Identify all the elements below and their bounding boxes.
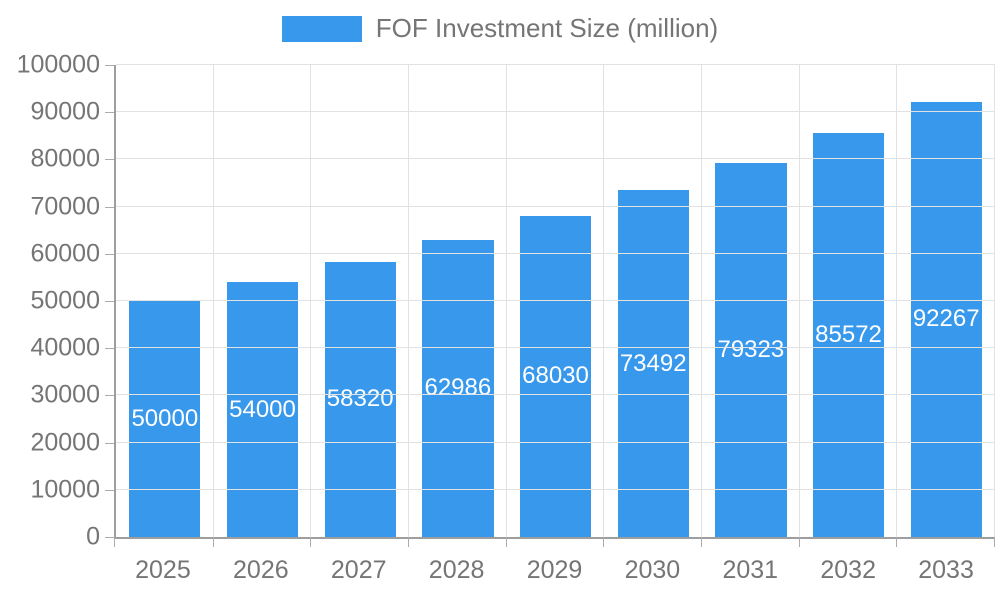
y-axis-tick [105, 348, 114, 350]
y-gridline [116, 64, 995, 65]
bar-2031[interactable]: 79323 [715, 162, 787, 537]
y-axis-label: 70000 [30, 192, 100, 221]
y-axis-tick [105, 301, 114, 302]
x-gridline [407, 65, 409, 537]
y-axis-tick [105, 395, 114, 397]
bar-2025[interactable]: 50000 [129, 301, 201, 537]
y-axis: 0 10000 20000 30000 40000 50000 60000 70000 8000… [0, 52, 100, 549]
x-axis-tick [212, 537, 214, 547]
y-gridline [116, 488, 995, 490]
bar-2030[interactable]: 73492 [617, 190, 689, 537]
bar-value-label: 79323 [717, 335, 785, 363]
y-axis-label: 20000 [30, 428, 100, 457]
y-axis-label: 90000 [30, 97, 100, 126]
y-axis-tick [105, 112, 114, 114]
bar-series: 50000 54000 58320 62986 68030 73492 79323 85572… [116, 65, 995, 537]
bar-slot: 85572 [800, 65, 898, 537]
y-axis-label: 40000 [30, 333, 100, 362]
bar-value-label: 62986 [424, 374, 492, 402]
x-axis-label: 2028 [428, 556, 485, 584]
x-gridline [603, 65, 605, 537]
x-axis-label: 2031 [722, 556, 779, 584]
y-gridline [116, 252, 995, 254]
y-gridline [116, 441, 995, 443]
bar-value-label: 73492 [619, 349, 687, 377]
bar-slot: 73492 [604, 65, 702, 537]
x-axis-tick [896, 537, 898, 547]
x-axis-tick [603, 537, 605, 547]
x-axis-tick [114, 537, 115, 547]
x-axis-label: 2032 [820, 556, 876, 584]
bar-slot: 92267 [897, 65, 995, 537]
y-axis-tick [105, 253, 114, 255]
x-gridline [505, 65, 507, 537]
x-axis-label: 2025 [135, 556, 191, 584]
x-axis-label: 2027 [330, 556, 387, 584]
bar-value-label: 68030 [522, 362, 589, 390]
bar-2027[interactable]: 58320 [324, 261, 396, 537]
x-axis-tick [310, 537, 312, 547]
x-axis-label: 2033 [918, 556, 974, 584]
x-gridline [994, 65, 995, 537]
y-gridline [116, 205, 995, 207]
x-gridline [310, 65, 312, 537]
bar-value-label: 85572 [815, 321, 882, 349]
y-axis-tick [105, 489, 114, 491]
legend-label: FOF Investment Size (million) [375, 13, 719, 43]
x-axis-tick [407, 537, 409, 547]
y-axis-label: 30000 [30, 380, 100, 409]
x-gridline [700, 65, 702, 537]
bar-slot: 58320 [311, 65, 409, 537]
x-axis-tick [505, 537, 507, 547]
x-axis: 2025 2026 2027 2028 2029 2030 2031 2032 2033 [114, 556, 995, 585]
x-axis-tick [700, 537, 702, 547]
bar-slot: 54000 [214, 65, 312, 537]
bar-slot: 50000 [116, 65, 214, 537]
legend[interactable]: FOF Investment Size (million) [0, 13, 1000, 44]
bar-slot: 62986 [409, 65, 507, 537]
bar-2029[interactable]: 68030 [519, 215, 592, 537]
plot-area: 50000 54000 58320 62986 68030 73492 79323 85572… [105, 64, 995, 547]
y-axis-tick [105, 65, 114, 66]
y-gridline [116, 394, 995, 396]
y-gridline [116, 300, 995, 301]
x-axis-label: 2029 [526, 556, 583, 584]
y-gridline [116, 347, 995, 349]
bar-value-label: 50000 [131, 405, 199, 432]
bar-slot: 79323 [702, 65, 800, 537]
y-axis-tick [105, 442, 114, 444]
y-axis-label: 10000 [30, 475, 100, 504]
bar-2026[interactable]: 54000 [226, 282, 299, 537]
x-axis-tick [798, 537, 800, 547]
x-axis-label: 2030 [624, 556, 681, 584]
y-gridline [116, 158, 995, 160]
y-axis-label: 50000 [30, 286, 100, 315]
bar-value-label: 92267 [912, 305, 980, 333]
legend-swatch [281, 15, 362, 42]
y-axis-label: 60000 [30, 239, 100, 268]
bar-2032[interactable]: 85572 [812, 133, 885, 537]
y-axis-tick [105, 159, 114, 161]
y-axis-label: 80000 [30, 144, 100, 173]
x-axis-label: 2026 [233, 556, 289, 584]
y-gridline [116, 111, 995, 113]
y-axis-label: 100000 [16, 50, 100, 79]
bar-value-label: 58320 [326, 385, 394, 413]
bar-2028[interactable]: 62986 [422, 239, 494, 537]
x-gridline [798, 65, 800, 537]
bar-value-label: 54000 [229, 395, 296, 423]
x-gridline [896, 65, 898, 537]
y-axis-tick [105, 537, 114, 538]
x-axis-tick [994, 537, 995, 547]
y-axis-label: 0 [86, 522, 100, 551]
bar-2033[interactable]: 92267 [910, 101, 982, 537]
y-axis-tick [105, 206, 114, 208]
x-gridline [212, 65, 214, 537]
bar-slot: 68030 [507, 65, 605, 537]
